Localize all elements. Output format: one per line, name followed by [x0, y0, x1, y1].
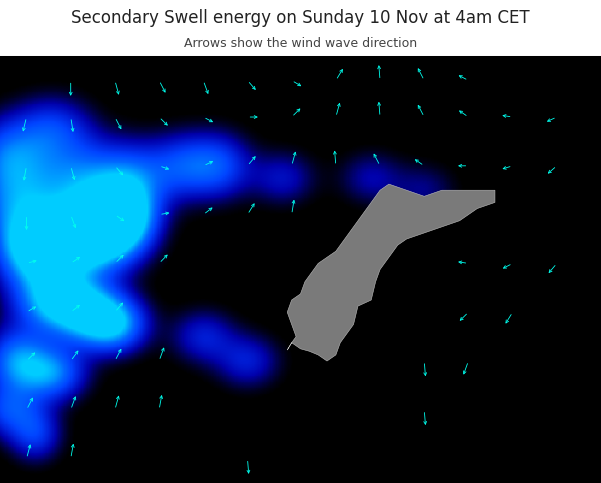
Text: Arrows show the wind wave direction: Arrows show the wind wave direction [184, 37, 417, 50]
Polygon shape [287, 184, 495, 361]
Text: Secondary Swell energy on Sunday 10 Nov at 4am CET: Secondary Swell energy on Sunday 10 Nov … [71, 9, 530, 27]
